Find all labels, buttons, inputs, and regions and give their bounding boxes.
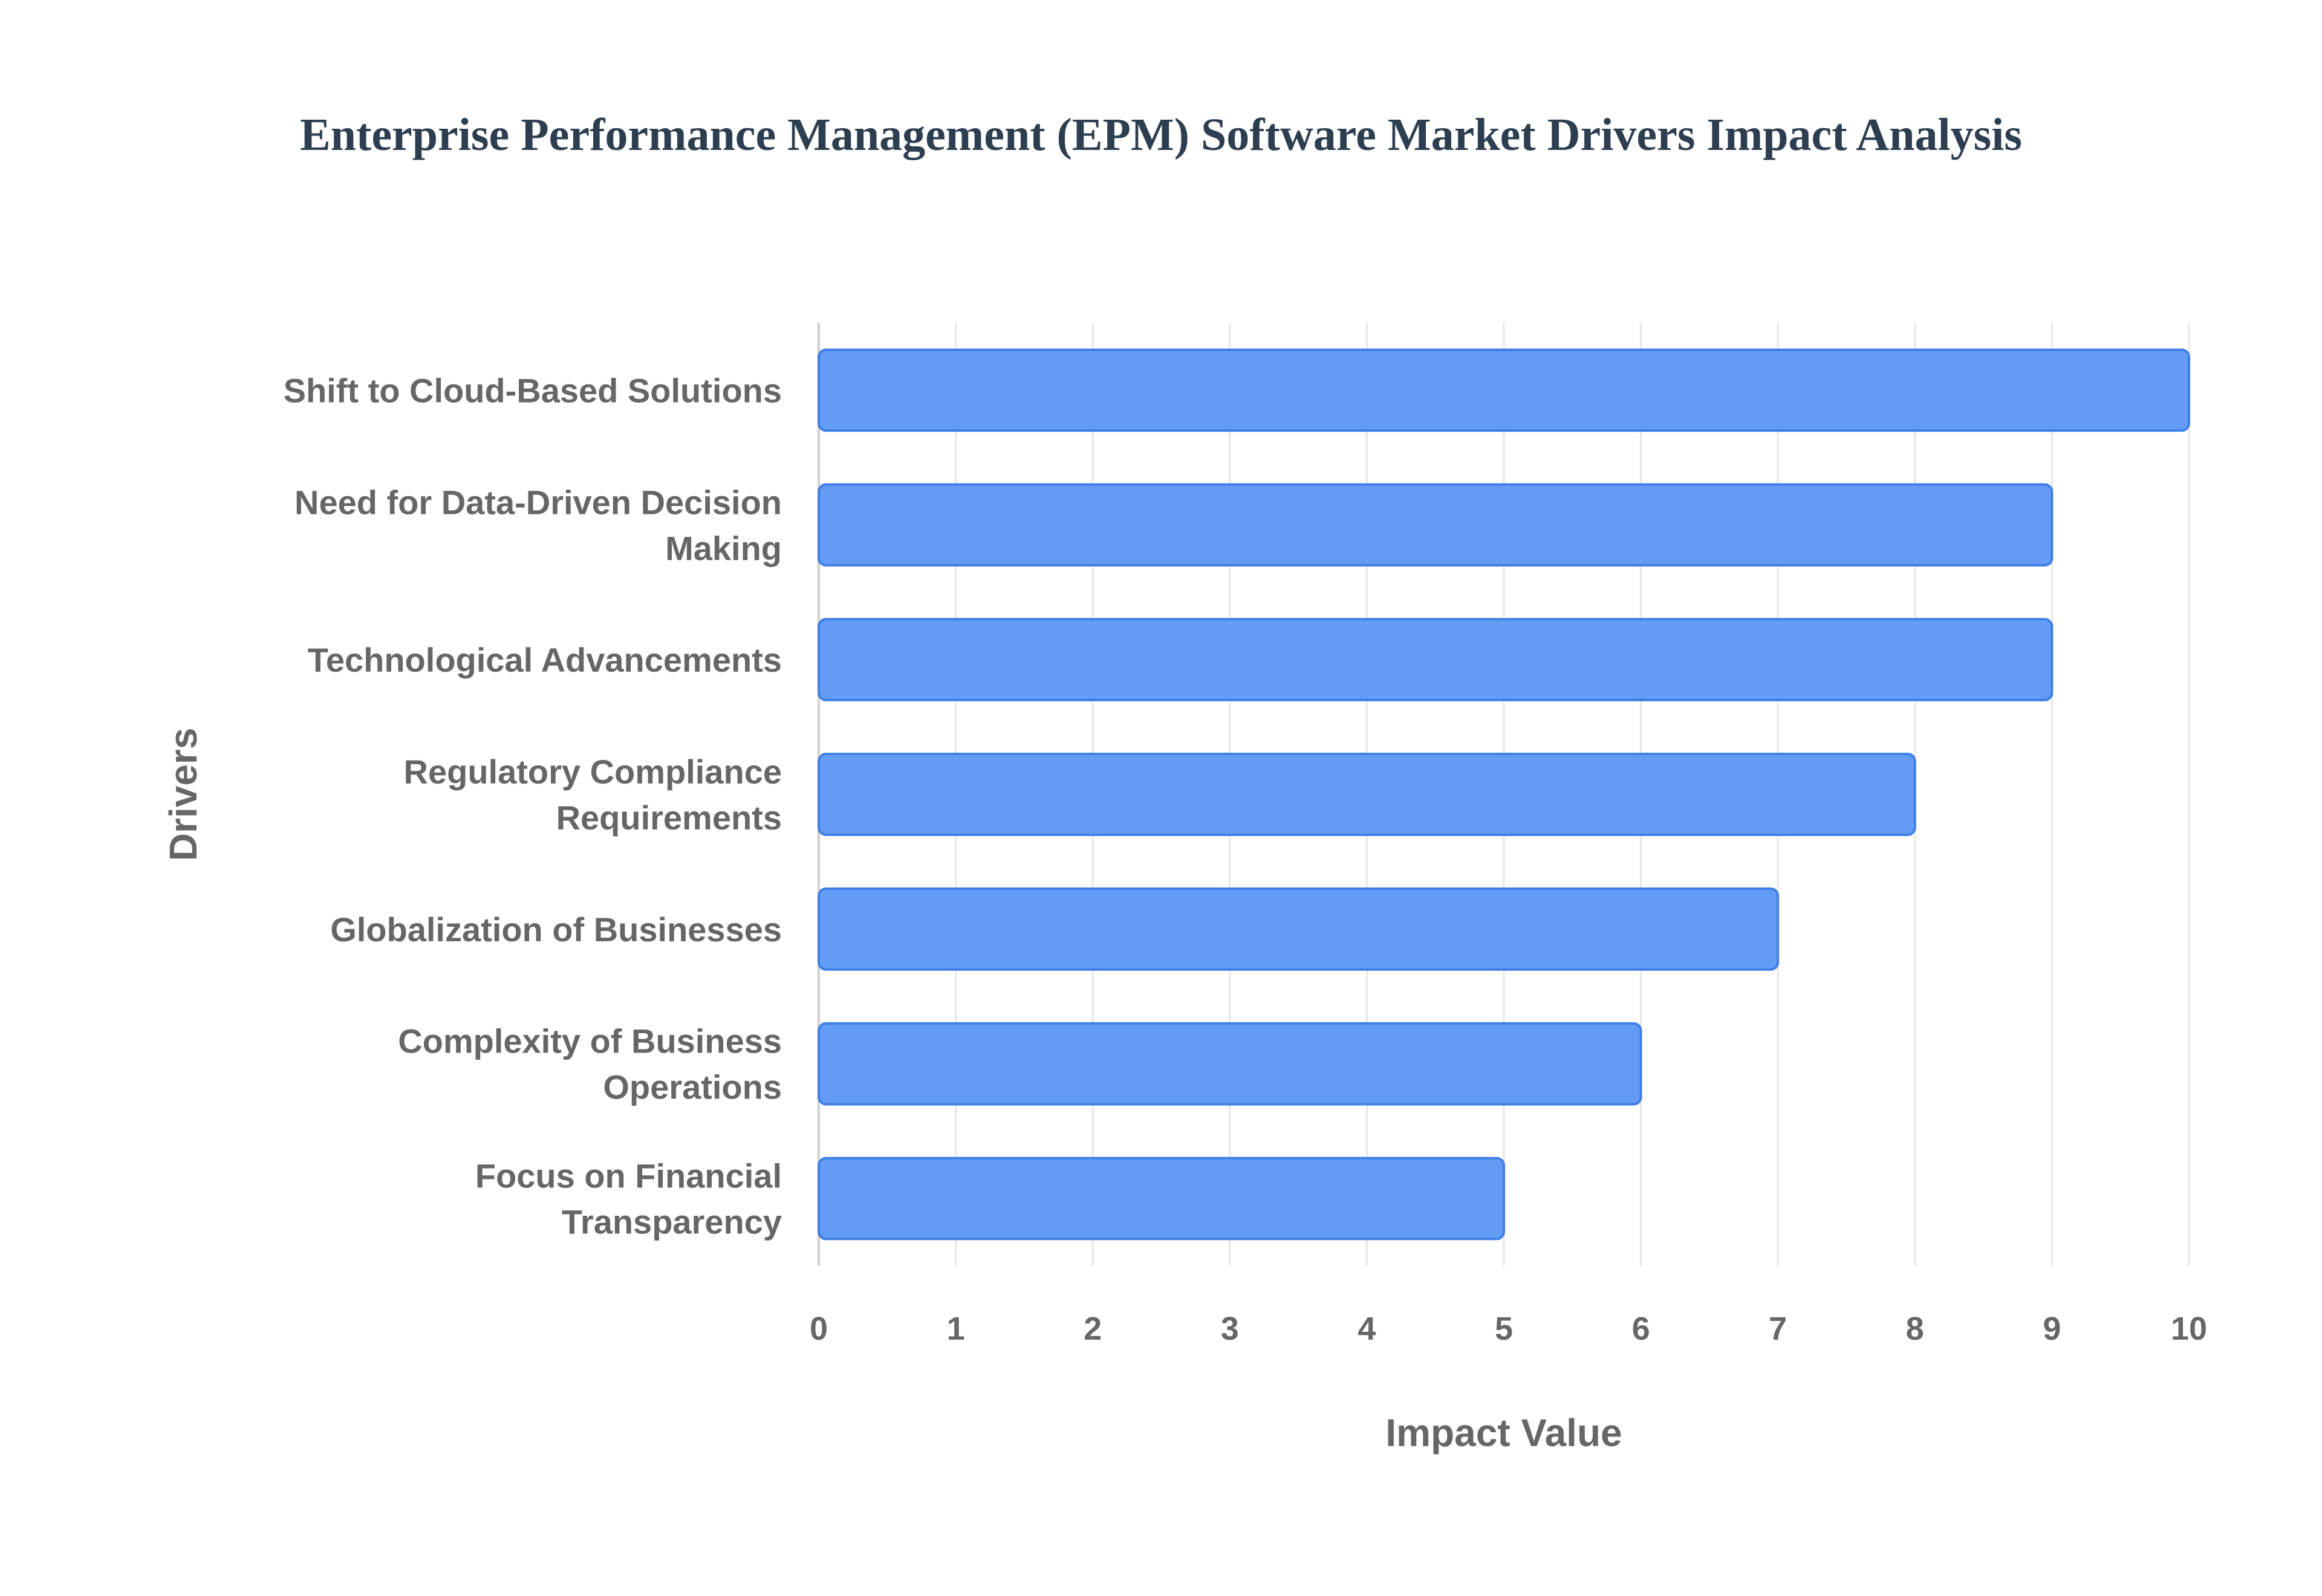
bar	[818, 618, 2054, 702]
y-category-label: Need for Data-Driven Decision Making	[294, 483, 782, 567]
x-tick-label: 0	[810, 1311, 828, 1347]
bar	[818, 1022, 1642, 1106]
y-category-label: Technological Advancements	[308, 641, 782, 679]
y-axis-title: Drivers	[161, 728, 205, 861]
x-tick-label: 1	[947, 1311, 965, 1347]
y-category-label: Shift to Cloud-Based Solutions	[284, 371, 782, 409]
y-category-label: Focus on Financial Transparency	[475, 1157, 782, 1241]
x-tick-label: 3	[1221, 1311, 1239, 1347]
bar	[818, 887, 1780, 971]
bar	[818, 348, 2190, 432]
x-tick-label: 10	[2171, 1311, 2207, 1347]
x-tick-label: 8	[1906, 1311, 1924, 1347]
bar	[818, 1156, 1505, 1241]
y-category-label: Regulatory Compliance Requirements	[404, 753, 782, 837]
x-tick-label: 6	[1632, 1311, 1650, 1347]
x-tick-label: 5	[1495, 1311, 1513, 1347]
x-tick-label: 7	[1769, 1311, 1787, 1347]
x-tick-label: 4	[1358, 1311, 1376, 1347]
bar	[818, 483, 2054, 567]
x-axis-title: Impact Value	[1385, 1411, 1622, 1455]
x-tick-label: 9	[2043, 1311, 2061, 1347]
y-category-label: Globalization of Businesses	[330, 910, 782, 949]
chart-title: Enterprise Performance Management (EPM) …	[300, 109, 2022, 160]
x-tick-label: 2	[1084, 1311, 1102, 1347]
y-category-label: Complexity of Business Operations	[398, 1022, 782, 1106]
bar	[818, 753, 1916, 836]
